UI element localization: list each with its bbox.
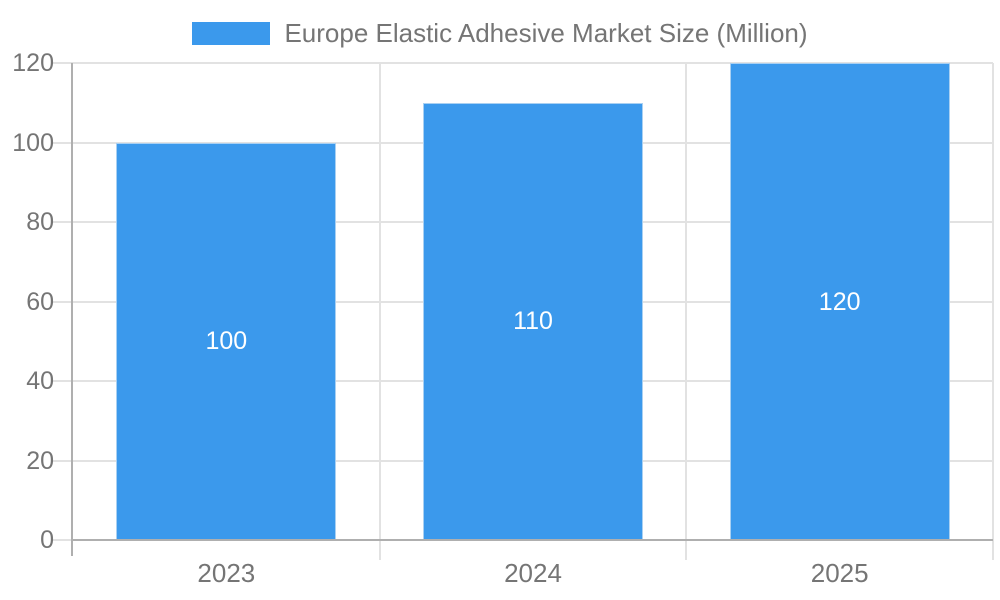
y-axis-line: [71, 63, 73, 556]
bar-value-label: 120: [818, 287, 861, 316]
y-axis-tick-label: 120: [12, 49, 54, 77]
y-axis-tick-label: 40: [26, 367, 54, 395]
x-axis-tick-label: 2023: [197, 558, 256, 588]
x-axis-tick-label: 2025: [810, 558, 869, 588]
bar-2023[interactable]: 100: [116, 142, 337, 540]
bar-2024[interactable]: 110: [423, 102, 643, 540]
bar-value-label: 100: [205, 327, 248, 356]
legend-swatch-icon: [192, 21, 271, 45]
bar-2025[interactable]: 120: [729, 63, 950, 540]
legend: Europe Elastic Adhesive Market Size (Mil…: [0, 18, 1000, 48]
y-axis-tick-label: 80: [26, 208, 54, 236]
y-axis-tick-label: 60: [26, 287, 54, 316]
legend-label: Europe Elastic Adhesive Market Size (Mil…: [284, 18, 808, 48]
gridline-x-boundary: [685, 63, 688, 560]
y-axis-tick-label: 0: [40, 526, 54, 554]
x-axis-tick-label: 2024: [504, 558, 562, 588]
bar-value-label: 110: [513, 307, 553, 336]
y-axis-tick-label: 20: [26, 446, 54, 475]
gridline-y-120: [53, 62, 993, 64]
legend-item[interactable]: Europe Elastic Adhesive Market Size (Mil…: [192, 18, 808, 48]
y-axis-tick-label: 100: [12, 128, 54, 157]
gridline-x-boundary: [378, 63, 381, 560]
gridline-x-boundary: [992, 63, 994, 560]
x-axis-line: [71, 539, 993, 541]
